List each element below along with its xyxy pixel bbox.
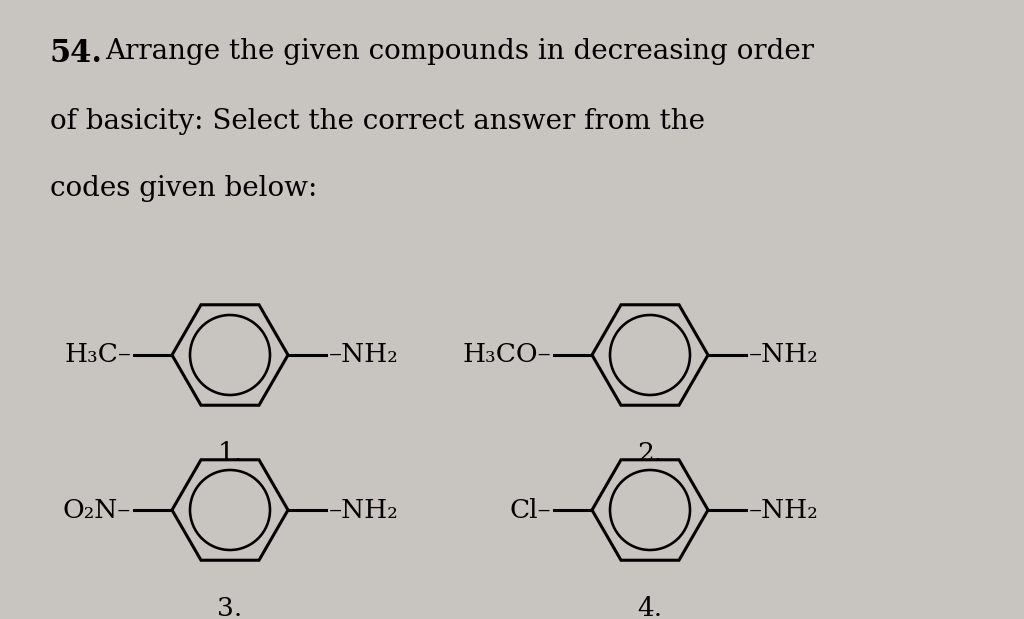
Text: 4.: 4. — [637, 596, 663, 619]
Text: 54.: 54. — [50, 38, 103, 69]
Text: –NH₂: –NH₂ — [329, 342, 398, 368]
Text: H₃C–: H₃C– — [63, 342, 131, 368]
Text: 3.: 3. — [217, 596, 243, 619]
Text: Arrange the given compounds in decreasing order: Arrange the given compounds in decreasin… — [105, 38, 814, 65]
Text: codes given below:: codes given below: — [50, 175, 317, 202]
Text: 2.: 2. — [637, 441, 663, 466]
Text: H₃CO–: H₃CO– — [462, 342, 551, 368]
Text: –NH₂: –NH₂ — [329, 498, 398, 522]
Text: of basicity: Select the correct answer from the: of basicity: Select the correct answer f… — [50, 108, 705, 135]
Text: –NH₂: –NH₂ — [749, 342, 819, 368]
Text: –NH₂: –NH₂ — [749, 498, 819, 522]
Text: O₂N–: O₂N– — [62, 498, 131, 522]
Text: Cl–: Cl– — [509, 498, 551, 522]
Text: 1.: 1. — [217, 441, 243, 466]
